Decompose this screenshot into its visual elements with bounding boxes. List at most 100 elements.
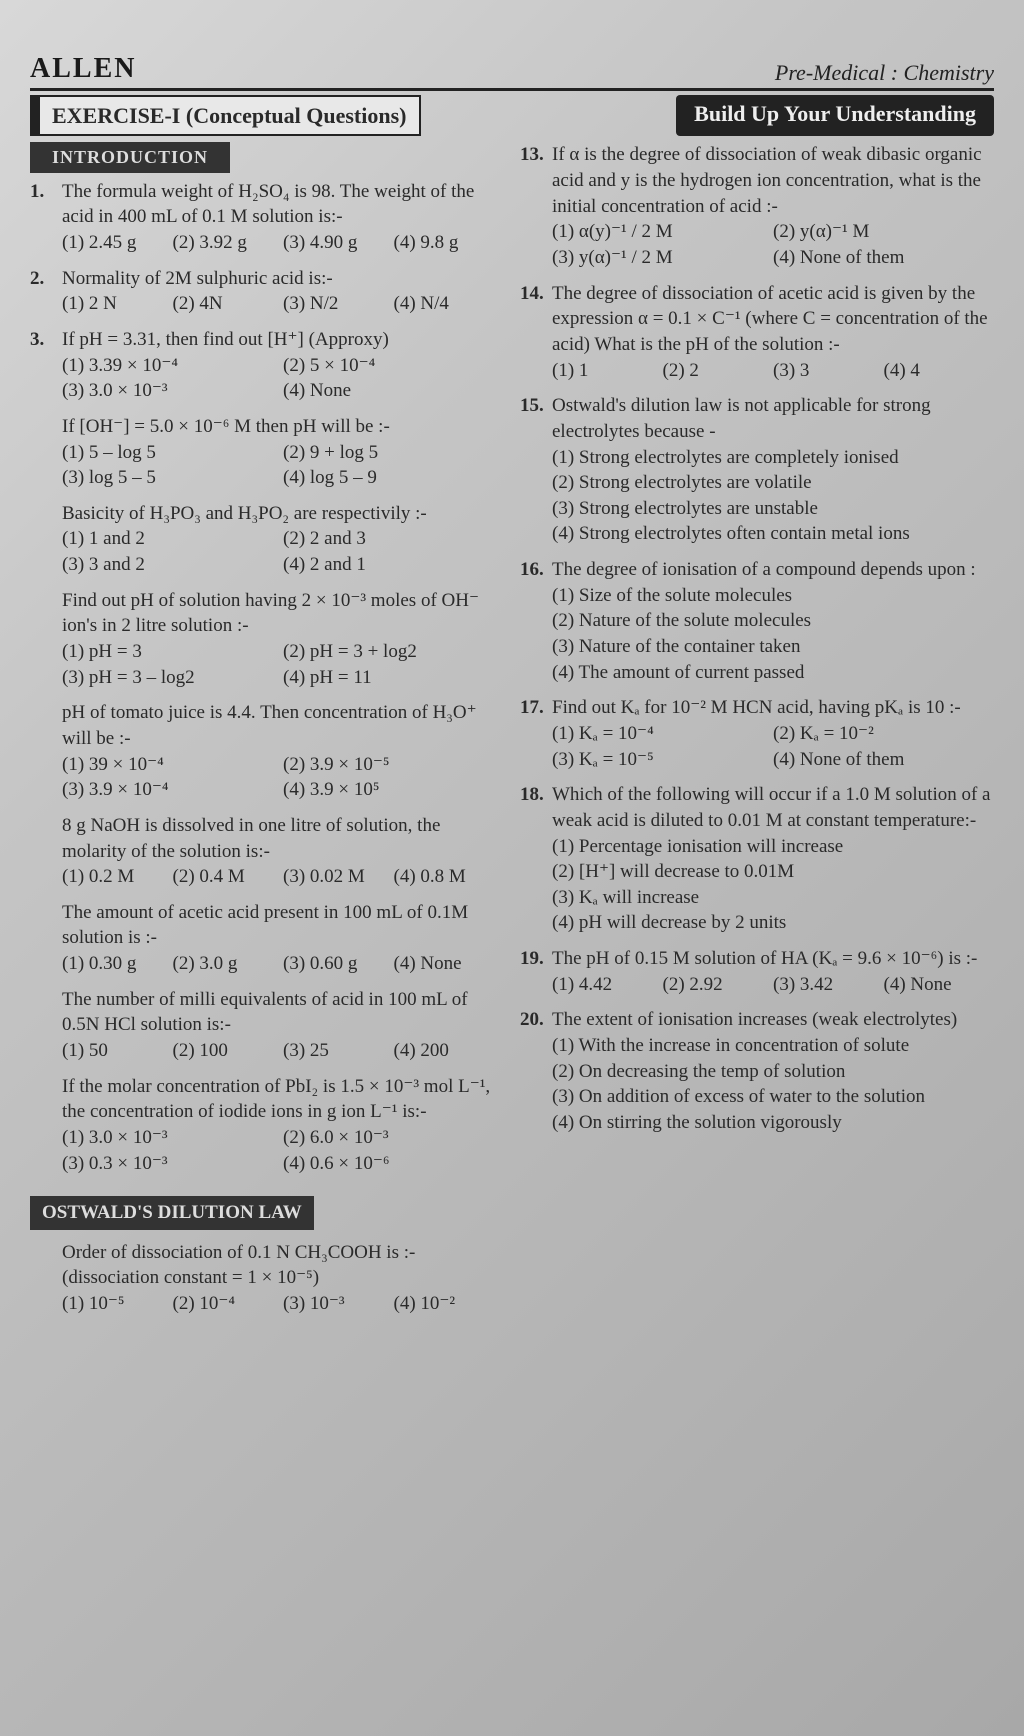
question-18: 18. Which of the following will occur if… xyxy=(520,782,994,936)
question-11: If the molar concentration of PbI₂ is 1.… xyxy=(30,1074,504,1177)
opt: (3) N/2 xyxy=(283,291,394,317)
opt: (3) 3.42 xyxy=(773,972,884,998)
header: ALLEN Pre-Medical : Chemistry xyxy=(30,50,994,91)
opt: (1) 0.30 g xyxy=(62,951,173,977)
qtext: Find out Kₐ for 10⁻² M HCN acid, having … xyxy=(552,695,994,721)
opt: (4) 3.9 × 10⁵ xyxy=(283,777,504,803)
opt: (3) 25 xyxy=(283,1038,394,1064)
qnum: 17. xyxy=(520,695,544,721)
opt: (4) Strong electrolytes often contain me… xyxy=(552,521,994,547)
opt: (3) 0.60 g xyxy=(283,951,394,977)
question-19: 19. The pH of 0.15 M solution of HA (Kₐ … xyxy=(520,946,994,997)
question-12: Order of dissociation of 0.1 N CH₃COOH i… xyxy=(30,1240,504,1317)
opt: (2) On decreasing the temp of solution xyxy=(552,1059,994,1085)
opt: (3) Kₐ = 10⁻⁵ xyxy=(552,747,773,773)
opt: (1) 2 N xyxy=(62,291,173,317)
opt: (3) Kₐ will increase xyxy=(552,885,994,911)
opt: (2) 0.4 M xyxy=(173,864,284,890)
options: (1) 50 (2) 100 (3) 25 (4) 200 xyxy=(62,1038,504,1064)
options: (1) Kₐ = 10⁻⁴ (2) Kₐ = 10⁻² (3) Kₐ = 10⁻… xyxy=(552,721,994,772)
qtext: 8 g NaOH is dissolved in one litre of so… xyxy=(62,813,504,864)
opt: (1) 4.42 xyxy=(552,972,663,998)
opt: (2) Strong electrolytes are volatile xyxy=(552,470,994,496)
qtext: pH of tomato juice is 4.4. Then concentr… xyxy=(62,700,504,751)
opt: (2) 6.0 × 10⁻³ xyxy=(283,1125,504,1151)
opt: (4) 0.8 M xyxy=(394,864,505,890)
qtext: The degree of ionisation of a compound d… xyxy=(552,557,994,583)
qnum: 20. xyxy=(520,1007,544,1033)
options: (1) pH = 3 (2) pH = 3 + log2 (3) pH = 3 … xyxy=(62,639,504,690)
question-2: 2. Normality of 2M sulphuric acid is:- (… xyxy=(30,266,504,317)
question-9: The amount of acetic acid present in 100… xyxy=(30,900,504,977)
options: (1) With the increase in concentration o… xyxy=(552,1033,994,1136)
qnum: 13. xyxy=(520,142,544,168)
options: (1) 2.45 g (2) 3.92 g (3) 4.90 g (4) 9.8… xyxy=(62,230,504,256)
opt: (4) pH will decrease by 2 units xyxy=(552,910,994,936)
options: (1) Size of the solute molecules (2) Nat… xyxy=(552,583,994,686)
opt: (3) 0.02 M xyxy=(283,864,394,890)
opt: (3) 3.9 × 10⁻⁴ xyxy=(62,777,283,803)
opt: (1) pH = 3 xyxy=(62,639,283,665)
opt: (1) 5 – log 5 xyxy=(62,440,283,466)
qtext: Order of dissociation of 0.1 N CH₃COOH i… xyxy=(62,1240,504,1291)
qtext: The number of milli equivalents of acid … xyxy=(62,987,504,1038)
options: (1) 5 – log 5 (2) 9 + log 5 (3) log 5 – … xyxy=(62,440,504,491)
question-8: 8 g NaOH is dissolved in one litre of so… xyxy=(30,813,504,890)
opt: (2) 3.9 × 10⁻⁵ xyxy=(283,752,504,778)
opt: (2) [H⁺] will decrease to 0.01M xyxy=(552,859,994,885)
intro-heading: INTRODUCTION xyxy=(30,142,230,172)
options: (1) 0.30 g (2) 3.0 g (3) 0.60 g (4) None xyxy=(62,951,504,977)
opt: (4) 0.6 × 10⁻⁶ xyxy=(283,1151,504,1177)
qtext: The degree of dissociation of acetic aci… xyxy=(552,281,994,358)
opt: (4) 4 xyxy=(884,358,995,384)
question-3: 3. If pH = 3.31, then find out [H⁺] (App… xyxy=(30,327,504,404)
ostwald-heading: OSTWALD'S DILUTION LAW xyxy=(30,1196,314,1230)
question-4: If [OH⁻] = 5.0 × 10⁻⁶ M then pH will be … xyxy=(30,414,504,491)
question-20: 20. The extent of ionisation increases (… xyxy=(520,1007,994,1135)
opt: (1) 3.0 × 10⁻³ xyxy=(62,1125,283,1151)
opt: (3) 3 xyxy=(773,358,884,384)
qnum: 19. xyxy=(520,946,544,972)
build-up-label: Build Up Your Understanding xyxy=(676,95,994,137)
opt: (4) None of them xyxy=(773,245,994,271)
options: (1) α(y)⁻¹ / 2 M (2) y(α)⁻¹ M (3) y(α)⁻¹… xyxy=(552,219,994,270)
opt: (1) Size of the solute molecules xyxy=(552,583,994,609)
qnum: 3. xyxy=(30,327,44,353)
options: (1) Strong electrolytes are completely i… xyxy=(552,445,994,548)
qtext: If α is the degree of dissociation of we… xyxy=(552,142,994,219)
opt: (2) 3.92 g xyxy=(173,230,284,256)
qtext: If [OH⁻] = 5.0 × 10⁻⁶ M then pH will be … xyxy=(62,414,504,440)
opt: (1) Strong electrolytes are completely i… xyxy=(552,445,994,471)
qnum: 15. xyxy=(520,393,544,419)
opt: (4) 200 xyxy=(394,1038,505,1064)
opt: (1) 1 and 2 xyxy=(62,526,283,552)
opt: (4) None xyxy=(394,951,505,977)
question-14: 14. The degree of dissociation of acetic… xyxy=(520,281,994,384)
left-column: INTRODUCTION 1. The formula weight of H₂… xyxy=(30,142,504,1326)
opt: (3) 4.90 g xyxy=(283,230,394,256)
options: (1) 3.39 × 10⁻⁴ (2) 5 × 10⁻⁴ (3) 3.0 × 1… xyxy=(62,353,504,404)
columns: INTRODUCTION 1. The formula weight of H₂… xyxy=(30,142,994,1326)
question-17: 17. Find out Kₐ for 10⁻² M HCN acid, hav… xyxy=(520,695,994,772)
options: (1) 1 (2) 2 (3) 3 (4) 4 xyxy=(552,358,994,384)
qtext: Normality of 2M sulphuric acid is:- xyxy=(62,266,504,292)
opt: (2) Nature of the solute molecules xyxy=(552,608,994,634)
qtext: Find out pH of solution having 2 × 10⁻³ … xyxy=(62,588,504,639)
options: (1) 2 N (2) 4N (3) N/2 (4) N/4 xyxy=(62,291,504,317)
opt: (3) 10⁻³ xyxy=(283,1291,394,1317)
opt: (1) Kₐ = 10⁻⁴ xyxy=(552,721,773,747)
options: (1) 10⁻⁵ (2) 10⁻⁴ (3) 10⁻³ (4) 10⁻² xyxy=(62,1291,504,1317)
opt: (1) With the increase in concentration o… xyxy=(552,1033,994,1059)
qtext: The amount of acetic acid present in 100… xyxy=(62,900,504,951)
exercise-bar: EXERCISE-I (Conceptual Questions) Build … xyxy=(30,95,994,137)
opt: (4) 9.8 g xyxy=(394,230,505,256)
opt: (2) 2 xyxy=(663,358,774,384)
opt: (2) 100 xyxy=(173,1038,284,1064)
opt: (3) y(α)⁻¹ / 2 M xyxy=(552,245,773,271)
options: (1) 39 × 10⁻⁴ (2) 3.9 × 10⁻⁵ (3) 3.9 × 1… xyxy=(62,752,504,803)
opt: (3) pH = 3 – log2 xyxy=(62,665,283,691)
opt: (2) 2 and 3 xyxy=(283,526,504,552)
qtext: The formula weight of H₂SO₄ is 98. The w… xyxy=(62,179,504,230)
opt: (2) 9 + log 5 xyxy=(283,440,504,466)
qtext: The extent of ionisation increases (weak… xyxy=(552,1007,994,1033)
